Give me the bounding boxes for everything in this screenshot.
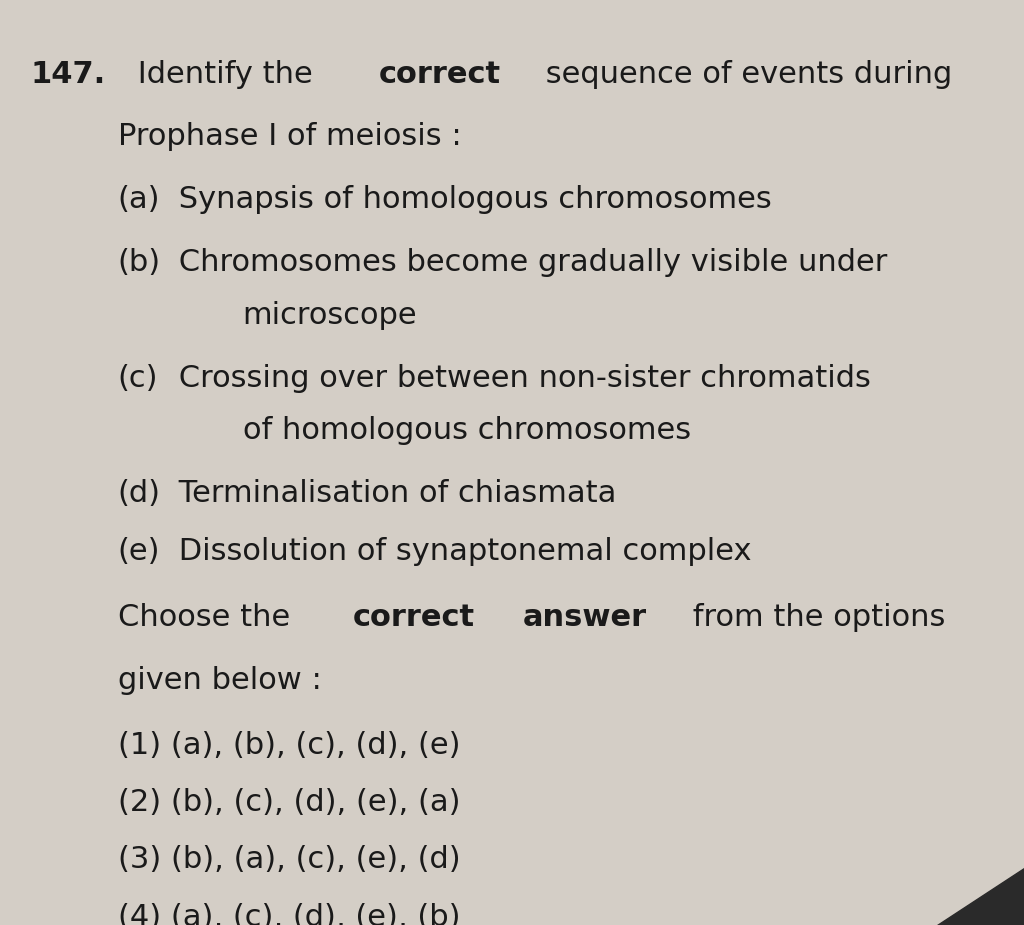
Text: Choose the: Choose the — [118, 603, 300, 632]
Text: Chromosomes become gradually visible under: Chromosomes become gradually visible und… — [169, 248, 888, 277]
Text: Prophase I of meiosis :: Prophase I of meiosis : — [118, 122, 462, 151]
Text: (a): (a) — [118, 185, 161, 214]
Text: given below :: given below : — [118, 666, 322, 695]
Text: Crossing over between non-sister chromatids: Crossing over between non-sister chromat… — [169, 364, 870, 392]
Text: sequence of events during: sequence of events during — [537, 60, 952, 89]
Text: 147.: 147. — [31, 60, 105, 89]
Text: Synapsis of homologous chromosomes: Synapsis of homologous chromosomes — [169, 185, 772, 214]
Text: from the options: from the options — [683, 603, 945, 632]
Text: (2) (b), (c), (d), (e), (a): (2) (b), (c), (d), (e), (a) — [118, 788, 460, 817]
Polygon shape — [937, 868, 1024, 925]
Text: (1) (a), (b), (c), (d), (e): (1) (a), (b), (c), (d), (e) — [118, 731, 460, 759]
Text: of homologous chromosomes: of homologous chromosomes — [243, 416, 691, 445]
Text: (d): (d) — [118, 479, 161, 508]
Text: (4) (a), (c), (d), (e), (b): (4) (a), (c), (d), (e), (b) — [118, 903, 460, 925]
Text: microscope: microscope — [243, 301, 418, 329]
Text: (3) (b), (a), (c), (e), (d): (3) (b), (a), (c), (e), (d) — [118, 845, 461, 874]
Text: Identify the: Identify the — [128, 60, 323, 89]
Text: (c): (c) — [118, 364, 159, 392]
Text: answer: answer — [523, 603, 647, 632]
Text: correct: correct — [379, 60, 501, 89]
Text: (e): (e) — [118, 536, 161, 565]
Text: Terminalisation of chiasmata: Terminalisation of chiasmata — [169, 479, 616, 508]
Text: Dissolution of synaptonemal complex: Dissolution of synaptonemal complex — [169, 536, 752, 565]
Text: correct: correct — [352, 603, 475, 632]
Text: (b): (b) — [118, 248, 161, 277]
